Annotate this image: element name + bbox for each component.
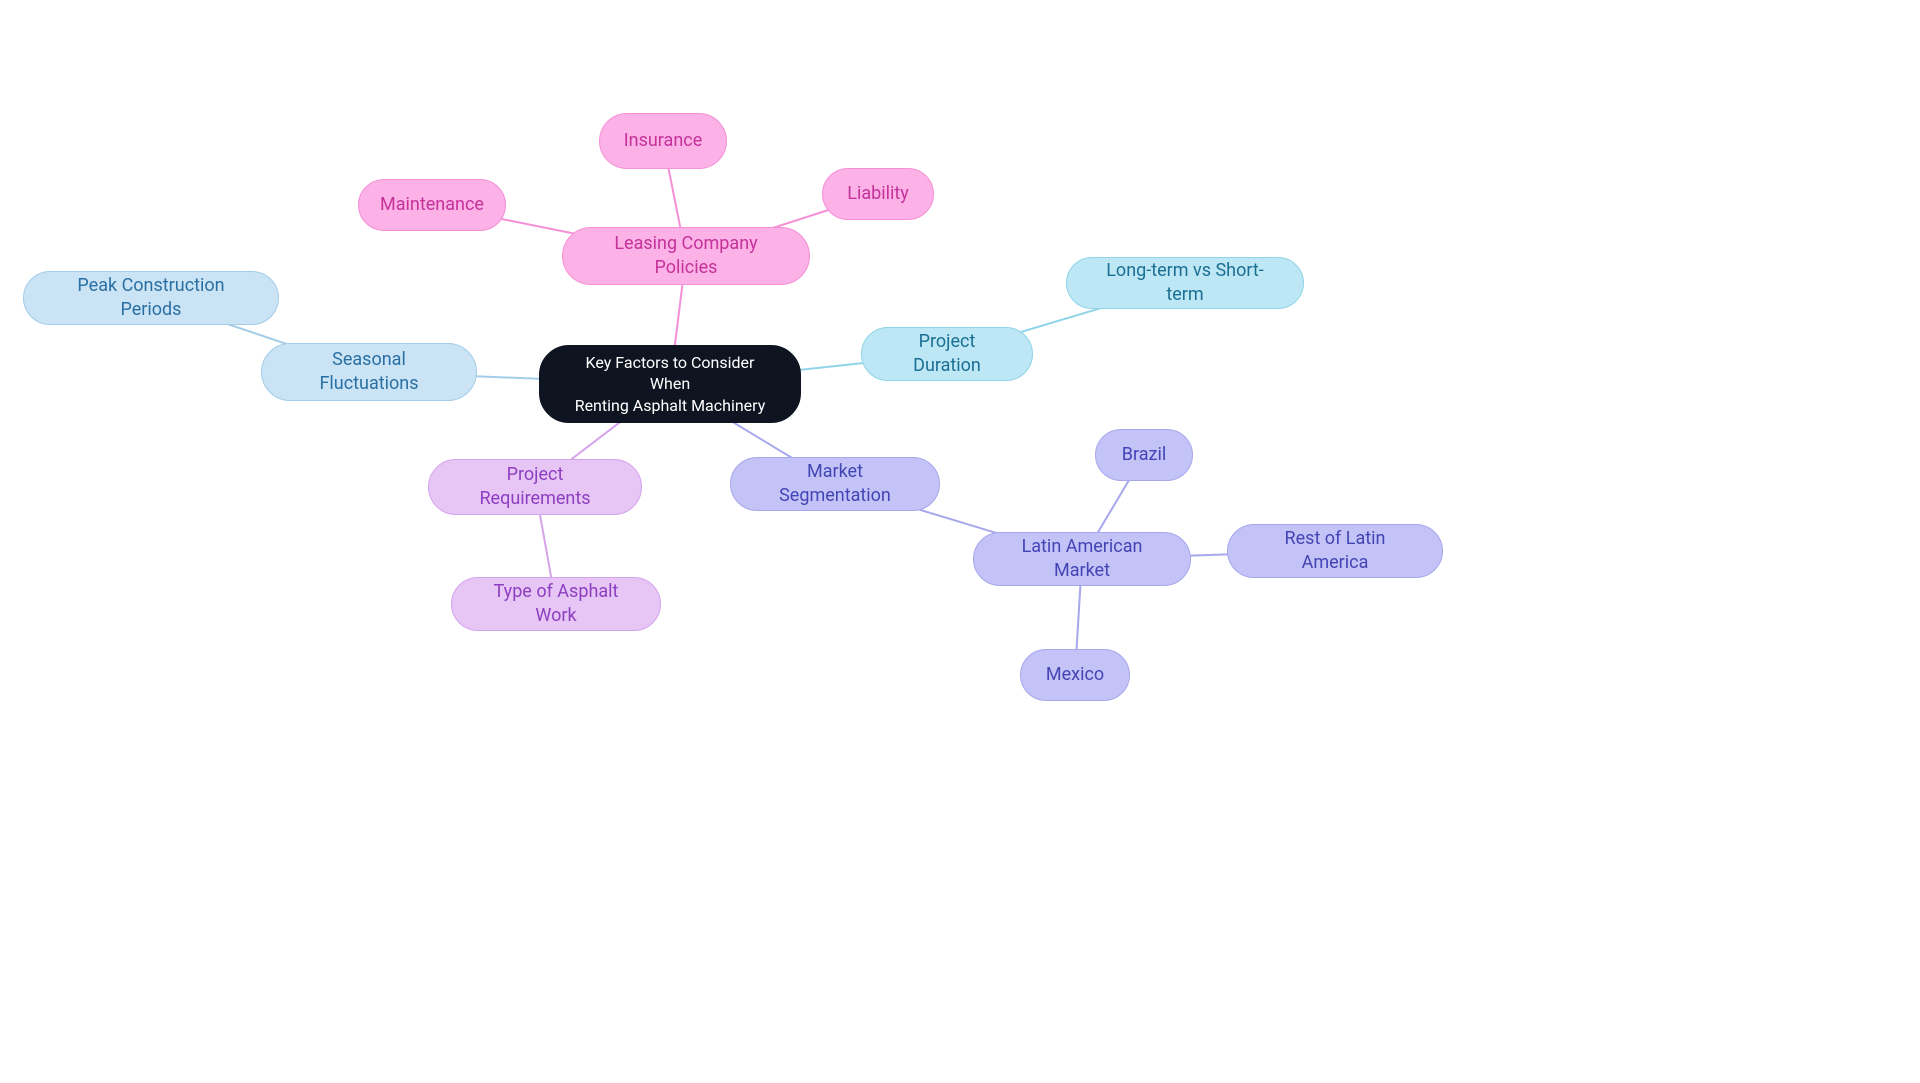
node-proj_req: Project Requirements — [428, 459, 642, 515]
node-brazil: Brazil — [1095, 429, 1193, 481]
node-liability: Liability — [822, 168, 934, 220]
node-leasing: Leasing Company Policies — [562, 227, 810, 285]
mindmap-canvas: Key Factors to Consider When Renting Asp… — [0, 0, 1920, 1083]
node-seasonal: Seasonal Fluctuations — [261, 343, 477, 401]
node-market_seg: Market Segmentation — [730, 457, 940, 511]
node-mexico: Mexico — [1020, 649, 1130, 701]
node-peak: Peak Construction Periods — [23, 271, 279, 325]
node-rest_latin: Rest of Latin America — [1227, 524, 1443, 578]
node-long_short: Long-term vs Short-term — [1066, 257, 1304, 309]
node-asphalt_type: Type of Asphalt Work — [451, 577, 661, 631]
edge-layer — [0, 0, 1920, 1083]
node-latin: Latin American Market — [973, 532, 1191, 586]
node-insurance: Insurance — [599, 113, 727, 169]
node-maintenance: Maintenance — [358, 179, 506, 231]
node-center: Key Factors to Consider When Renting Asp… — [539, 345, 801, 423]
node-project_duration: Project Duration — [861, 327, 1033, 381]
